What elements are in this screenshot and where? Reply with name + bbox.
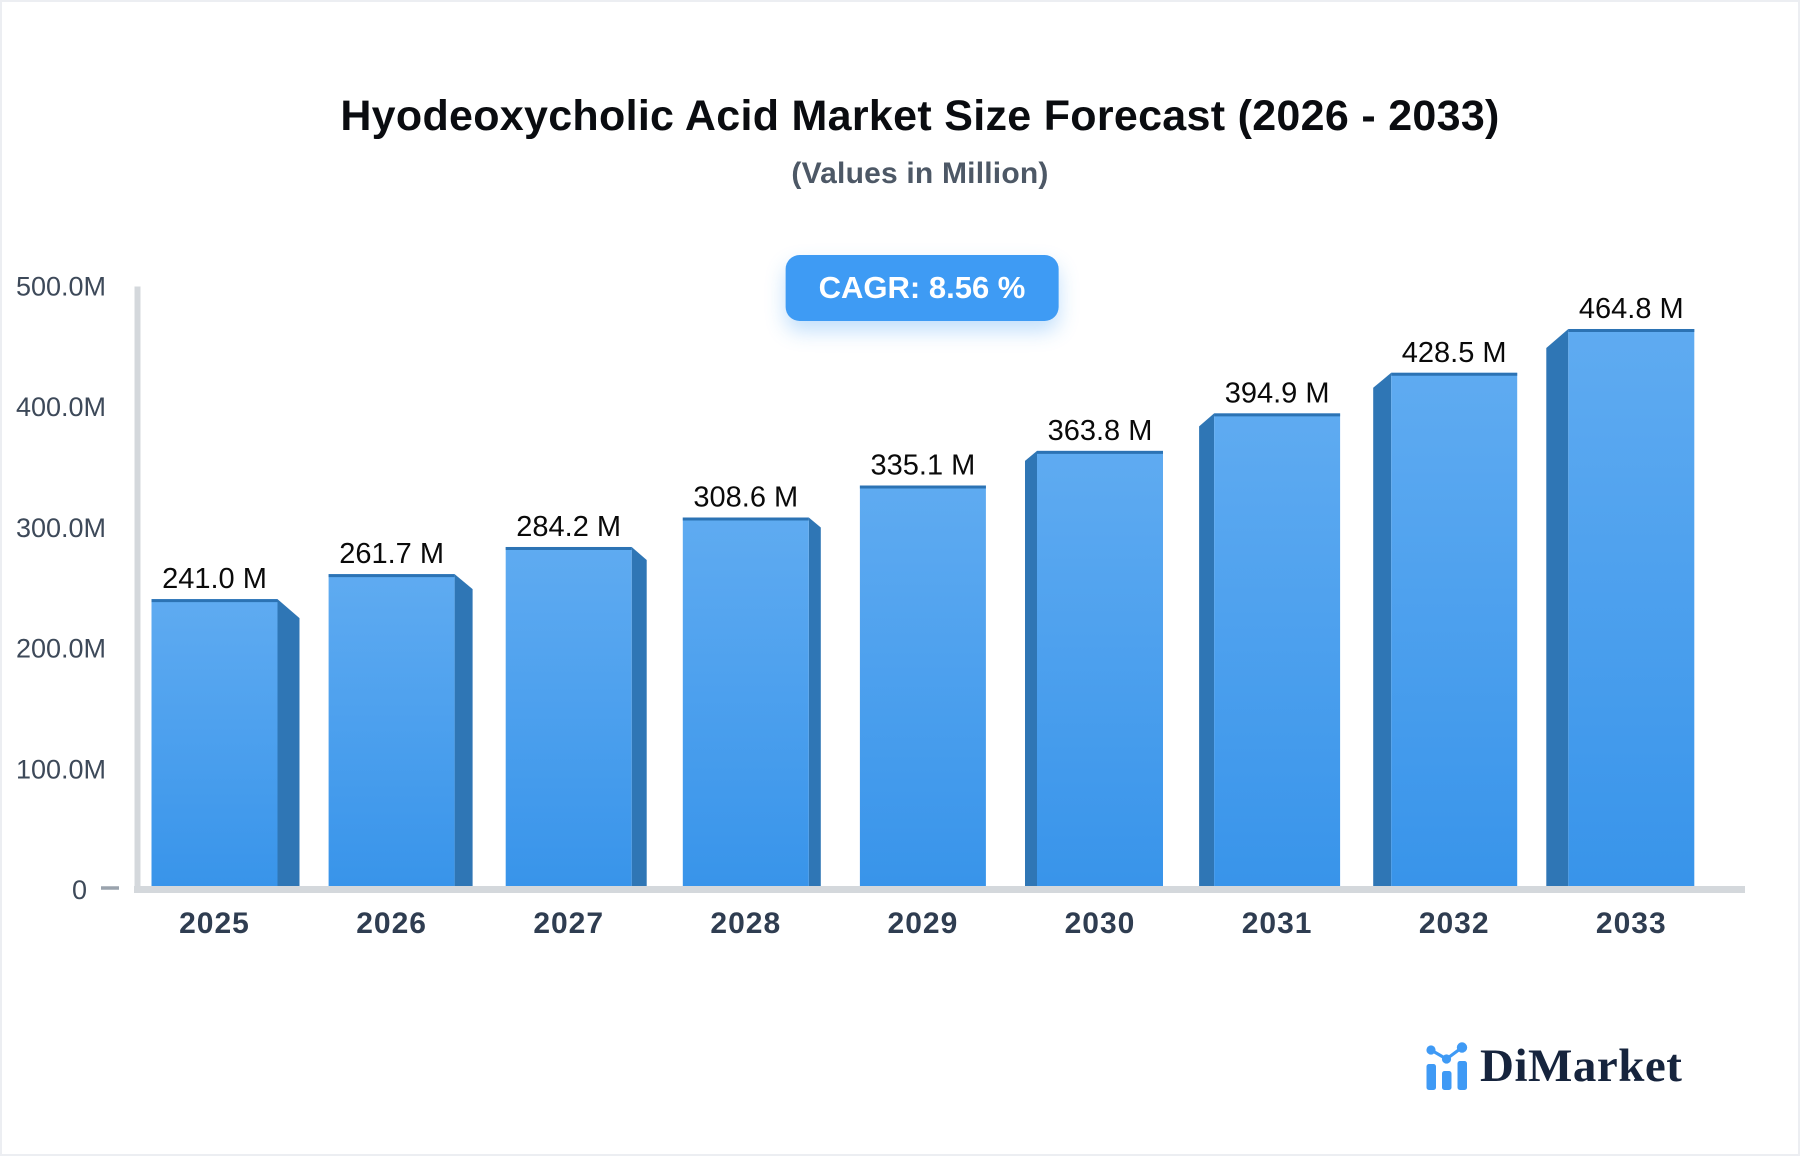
logo-dot-1: [1426, 1045, 1436, 1055]
bar-face-2027: [505, 546, 632, 888]
y-axis-tick-label: 500.0M: [16, 272, 106, 302]
logo-bar-2: [1442, 1071, 1452, 1090]
bar-value-label-2033: 464.8 M: [1579, 293, 1684, 325]
logo-bar-1: [1426, 1064, 1436, 1090]
y-axis-tick-label: 100.0M: [16, 754, 106, 784]
dimarket-logo: DiMarket: [1424, 1042, 1682, 1090]
chart-subtitle: (Values in Million): [791, 157, 1049, 190]
x-axis-line: [134, 886, 1745, 893]
x-axis-tick-label-2032: 2032: [1419, 907, 1490, 940]
bar-face-2026: [328, 574, 455, 888]
bar-value-label-2027: 284.2 M: [516, 511, 621, 543]
cagr-badge-label: CAGR: 8.56 %: [818, 270, 1026, 305]
bar-side-panel-2027: [631, 546, 647, 888]
bar-face-2033: [1568, 328, 1695, 888]
x-axis-tick-label-2025: 2025: [179, 907, 250, 940]
x-axis-tick-label-2027: 2027: [533, 907, 604, 940]
x-axis-tick-label-2026: 2026: [356, 907, 427, 940]
bar-chart-logo-icon: [1426, 1042, 1468, 1090]
x-axis-tick-label-2030: 2030: [1065, 907, 1136, 940]
bar-value-label-2032: 428.5 M: [1402, 337, 1507, 369]
bar-face-2028: [682, 517, 809, 888]
y-axis-tick-label: 300.0M: [16, 513, 106, 543]
logo-dot-3: [1456, 1042, 1468, 1053]
bar-side-panel-2030: [1025, 450, 1037, 888]
y-axis-tick-label: 200.0M: [16, 634, 106, 664]
bar-face-2031: [1214, 413, 1341, 888]
cagr-badge: CAGR: 8.56 %: [785, 255, 1059, 321]
bar-face-2032: [1391, 372, 1518, 888]
bar-value-label-2025: 241.0 M: [162, 563, 267, 595]
x-axis-tick-label-2029: 2029: [888, 907, 959, 940]
logo-text: DiMarket: [1480, 1040, 1683, 1092]
bar-face-2029: [859, 485, 986, 888]
bar-face-2030: [1037, 450, 1163, 888]
bar-side-panel-2028: [808, 517, 821, 888]
y-axis-tick-label: 400.0M: [16, 392, 106, 422]
chart-header: Hyodeoxycholic Acid Market Size Forecast…: [42, 92, 1798, 191]
bar-side-panel-2032: [1373, 372, 1392, 888]
y-axis-line: [134, 286, 141, 890]
logo-dot-2: [1441, 1054, 1452, 1064]
bar-value-label-2031: 394.9 M: [1225, 377, 1330, 409]
x-axis-tick-label-2031: 2031: [1242, 907, 1313, 940]
bar-side-panel-2033: [1546, 328, 1569, 888]
bar-side-panel-2025: [277, 599, 300, 888]
bar-face-2025: [151, 599, 278, 888]
logo-bar-3: [1457, 1061, 1467, 1090]
bar-side-panel-2026: [454, 574, 473, 888]
bar-value-label-2030: 363.8 M: [1048, 415, 1153, 447]
chart-title: Hyodeoxycholic Acid Market Size Forecast…: [340, 92, 1500, 140]
bar-side-panel-2031: [1199, 413, 1215, 888]
bar-value-label-2028: 308.6 M: [693, 482, 798, 514]
x-axis-tick-label-2028: 2028: [710, 907, 781, 940]
bar-value-label-2029: 335.1 M: [871, 450, 976, 482]
y-axis-tick-label: 0: [72, 875, 87, 905]
x-axis-tick-label-2033: 2033: [1596, 907, 1667, 940]
bar-value-label-2026: 261.7 M: [339, 538, 444, 570]
